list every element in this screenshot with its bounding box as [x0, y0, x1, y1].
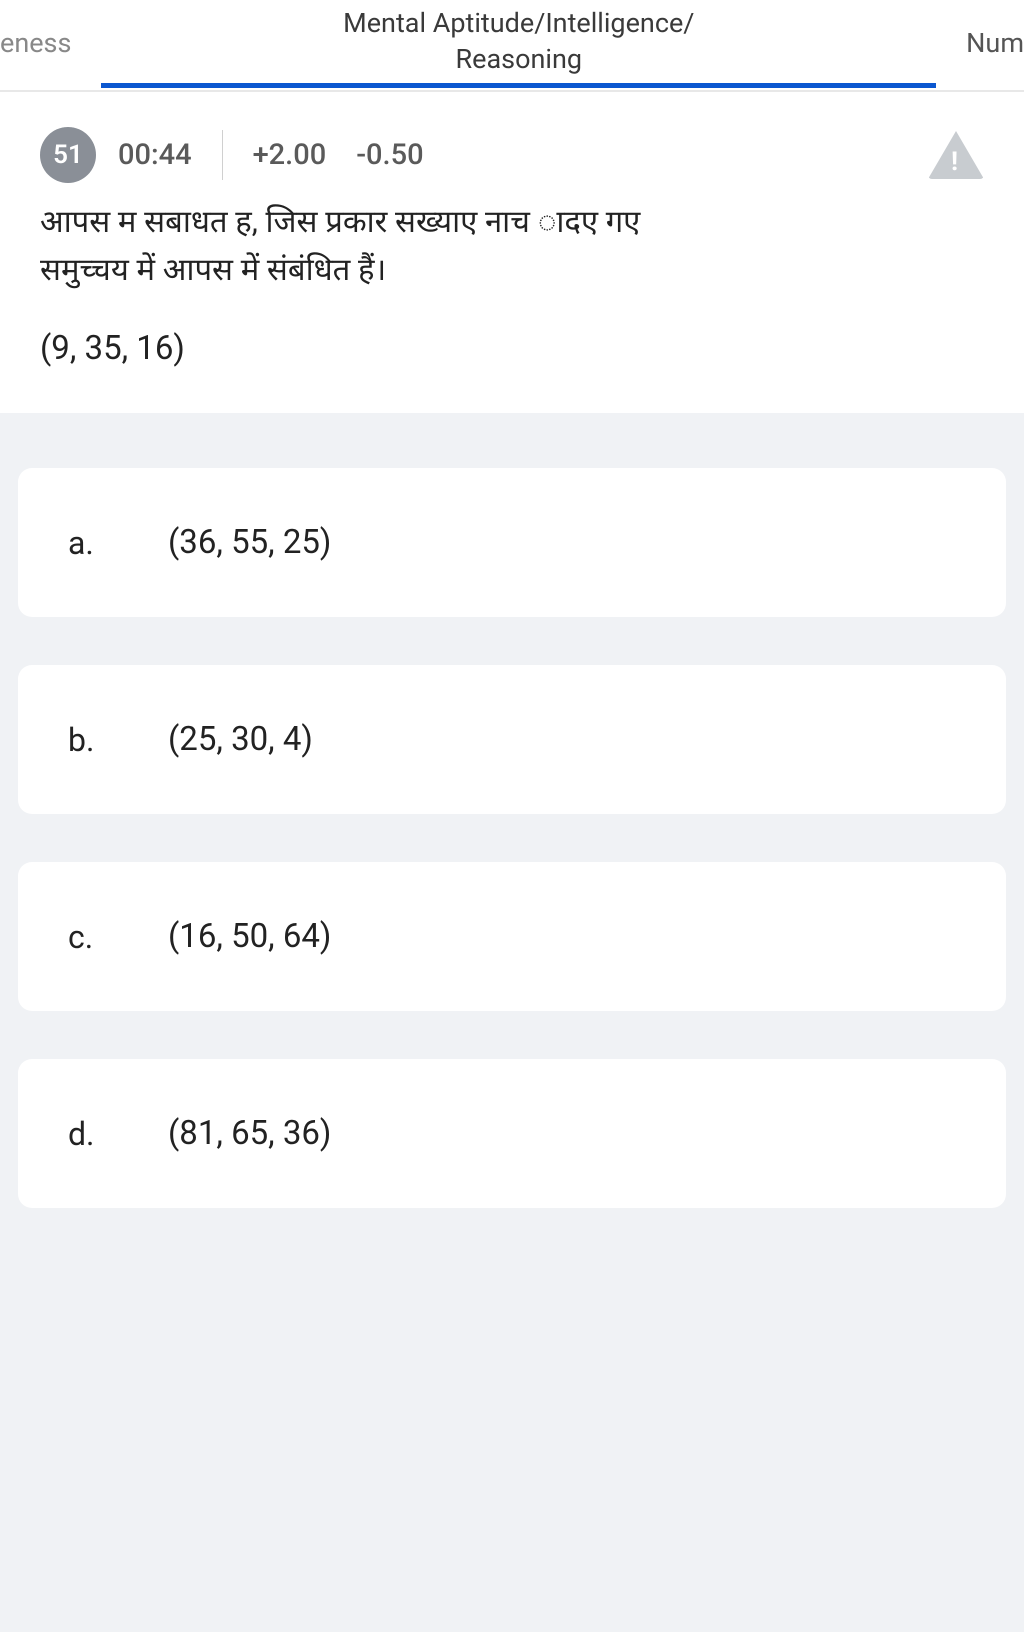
question-number-value: 51: [53, 140, 83, 170]
question-text-line1: आपस म सबाधत ह, जिस प्रकार सख्याए नाच ादए…: [40, 203, 640, 240]
option-letter: d.: [68, 1115, 108, 1153]
question-number-badge: 51: [40, 127, 96, 183]
question-given-set: (9, 35, 16): [40, 329, 984, 368]
tab-prev[interactable]: eness: [0, 0, 101, 88]
option-letter: c.: [68, 918, 108, 956]
option-value: (16, 50, 64): [168, 917, 331, 956]
tab-reasoning[interactable]: Mental Aptitude/Intelligence/ Reasoning: [101, 0, 936, 88]
option-a[interactable]: a. (36, 55, 25): [18, 468, 1006, 617]
options-container: a. (36, 55, 25) b. (25, 30, 4) c. (16, 5…: [0, 468, 1024, 1208]
negative-marks: -0.50: [356, 138, 423, 172]
option-letter: b.: [68, 721, 108, 759]
question-text-line2: समुच्चय में आपस में संबंधित हैं।: [40, 251, 386, 288]
option-b[interactable]: b. (25, 30, 4): [18, 665, 1006, 814]
option-c[interactable]: c. (16, 50, 64): [18, 862, 1006, 1011]
option-d[interactable]: d. (81, 65, 36): [18, 1059, 1006, 1208]
option-value: (36, 55, 25): [168, 523, 331, 562]
question-body: आपस म सबाधत ह, जिस प्रकार सख्याए नाच ादए…: [0, 193, 1024, 413]
tab-next-label: Num: [966, 26, 1024, 61]
tab-prev-label: eness: [0, 26, 71, 61]
tab-center-line2: Reasoning: [131, 42, 906, 77]
meta-divider: [222, 130, 223, 180]
question-meta-bar: 51 00:44 +2.00 -0.50: [0, 92, 1024, 193]
warning-icon[interactable]: [928, 131, 984, 179]
header-tabs: eness Mental Aptitude/Intelligence/ Reas…: [0, 0, 1024, 90]
question-text: आपस म सबाधत ह, जिस प्रकार सख्याए नाच ादए…: [40, 198, 984, 294]
option-letter: a.: [68, 524, 108, 562]
option-value: (25, 30, 4): [168, 720, 313, 759]
option-value: (81, 65, 36): [168, 1114, 331, 1153]
tab-next[interactable]: Num: [936, 0, 1024, 88]
positive-marks: +2.00: [253, 138, 327, 172]
tab-center-line1: Mental Aptitude/Intelligence/: [131, 6, 906, 41]
timer-display: 00:44: [118, 138, 192, 172]
